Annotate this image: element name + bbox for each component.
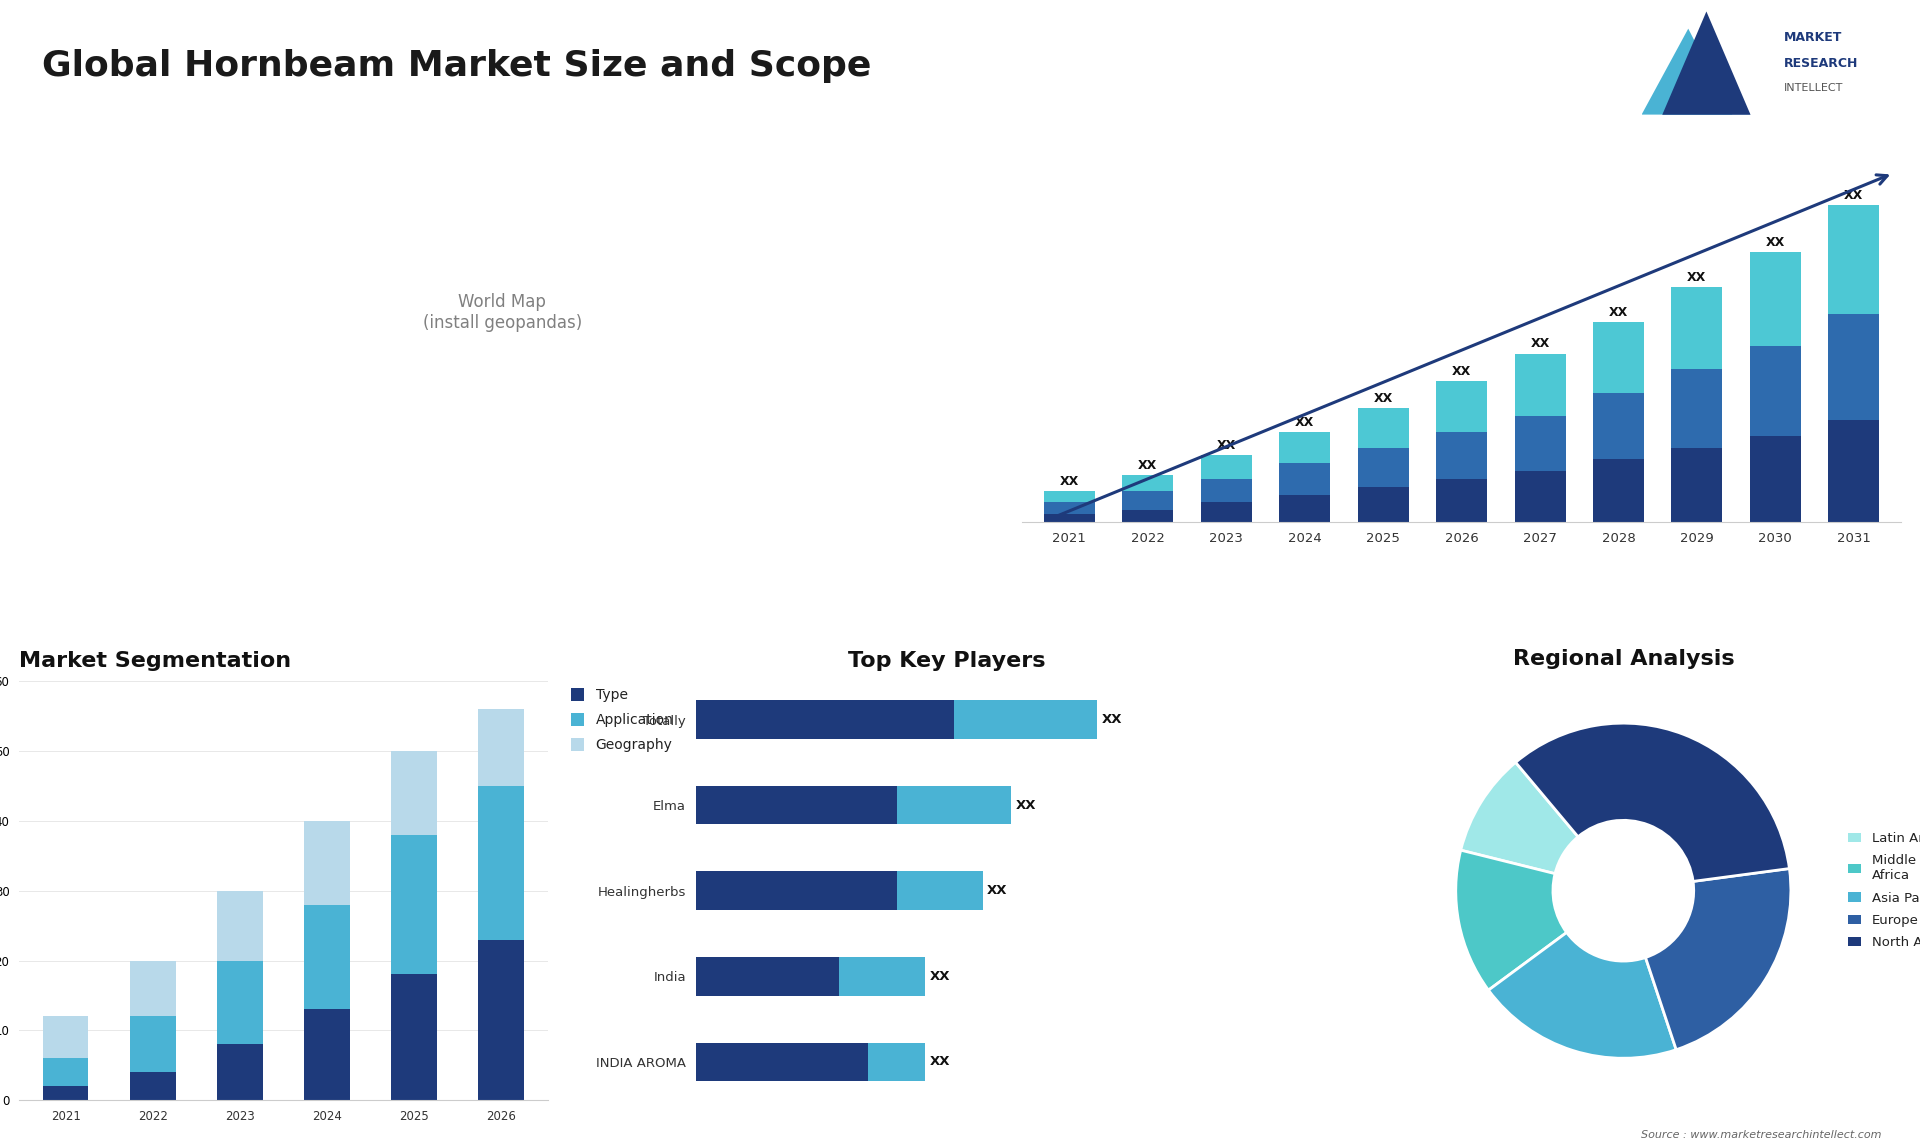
Bar bbox=[1123, 510, 1173, 523]
Bar bbox=[392, 834, 436, 974]
Text: XX: XX bbox=[1452, 364, 1471, 378]
Text: XX: XX bbox=[1688, 270, 1707, 284]
Text: XX: XX bbox=[1373, 392, 1392, 406]
Bar bbox=[695, 700, 954, 739]
Bar bbox=[1828, 205, 1880, 314]
Text: XX: XX bbox=[1530, 337, 1549, 351]
Bar bbox=[478, 786, 524, 940]
Bar bbox=[1594, 322, 1644, 393]
Bar bbox=[1594, 393, 1644, 460]
Bar bbox=[478, 709, 524, 786]
Text: XX: XX bbox=[1102, 713, 1121, 727]
Bar bbox=[695, 1043, 868, 1081]
Bar bbox=[1044, 490, 1094, 502]
Bar bbox=[695, 957, 839, 996]
Title: Top Key Players: Top Key Players bbox=[849, 651, 1046, 672]
Bar bbox=[217, 960, 263, 1044]
Text: RESEARCH: RESEARCH bbox=[1784, 56, 1859, 70]
Bar bbox=[1828, 421, 1880, 523]
Wedge shape bbox=[1645, 869, 1791, 1050]
Bar bbox=[217, 890, 263, 960]
Bar bbox=[1279, 432, 1331, 463]
Bar bbox=[1279, 495, 1331, 523]
Bar bbox=[44, 1058, 88, 1086]
Text: XX: XX bbox=[1016, 799, 1037, 811]
Bar bbox=[131, 1017, 175, 1073]
Bar bbox=[305, 1010, 349, 1100]
Bar bbox=[478, 940, 524, 1100]
Bar bbox=[1828, 314, 1880, 421]
Bar bbox=[392, 751, 436, 834]
Bar bbox=[1436, 432, 1488, 479]
Bar bbox=[1123, 490, 1173, 510]
Bar bbox=[305, 904, 349, 1010]
Bar bbox=[392, 974, 436, 1100]
Bar bbox=[1436, 380, 1488, 432]
Text: XX: XX bbox=[1139, 458, 1158, 472]
Bar bbox=[1515, 471, 1565, 523]
Text: Market Segmentation: Market Segmentation bbox=[19, 651, 292, 672]
Polygon shape bbox=[1663, 11, 1751, 115]
Legend: Type, Application, Geography: Type, Application, Geography bbox=[570, 689, 674, 753]
Bar bbox=[1436, 479, 1488, 523]
Bar bbox=[1749, 252, 1801, 346]
Bar bbox=[954, 700, 1098, 739]
Bar bbox=[217, 1044, 263, 1100]
Bar bbox=[1749, 435, 1801, 523]
Text: XX: XX bbox=[1843, 189, 1864, 202]
Bar bbox=[868, 1043, 925, 1081]
Text: Source : www.marketresearchintellect.com: Source : www.marketresearchintellect.com bbox=[1642, 1130, 1882, 1140]
Bar bbox=[1200, 502, 1252, 523]
Bar bbox=[1279, 463, 1331, 495]
Bar bbox=[1672, 369, 1722, 448]
Bar bbox=[897, 786, 1012, 824]
Polygon shape bbox=[1663, 57, 1751, 115]
Wedge shape bbox=[1455, 850, 1567, 990]
Text: XX: XX bbox=[929, 1055, 950, 1068]
Bar bbox=[1357, 448, 1409, 487]
Bar bbox=[1672, 286, 1722, 369]
Bar bbox=[695, 786, 897, 824]
Text: INTELLECT: INTELLECT bbox=[1784, 84, 1843, 93]
Text: XX: XX bbox=[1217, 439, 1236, 453]
Bar bbox=[1357, 408, 1409, 448]
Bar bbox=[1044, 515, 1094, 523]
Bar bbox=[131, 960, 175, 1017]
Bar bbox=[1672, 448, 1722, 523]
Bar bbox=[1515, 416, 1565, 471]
Legend: Latin America, Middle East &
Africa, Asia Pacific, Europe, North America: Latin America, Middle East & Africa, Asi… bbox=[1847, 832, 1920, 949]
Wedge shape bbox=[1488, 933, 1676, 1058]
Bar bbox=[1200, 479, 1252, 502]
Text: XX: XX bbox=[1296, 416, 1315, 429]
Bar bbox=[1515, 354, 1565, 416]
Bar bbox=[1594, 460, 1644, 523]
Title: Regional Analysis: Regional Analysis bbox=[1513, 649, 1734, 668]
Text: XX: XX bbox=[929, 970, 950, 983]
Bar bbox=[1200, 455, 1252, 479]
Bar bbox=[897, 871, 983, 910]
Polygon shape bbox=[1642, 29, 1732, 115]
Bar bbox=[44, 1017, 88, 1058]
Text: XX: XX bbox=[1609, 306, 1628, 319]
Bar bbox=[1357, 487, 1409, 523]
Text: XX: XX bbox=[1766, 236, 1786, 249]
Wedge shape bbox=[1515, 723, 1789, 881]
Bar bbox=[1123, 476, 1173, 490]
Text: XX: XX bbox=[1060, 474, 1079, 487]
Text: World Map
(install geopandas): World Map (install geopandas) bbox=[422, 293, 582, 332]
Bar bbox=[305, 821, 349, 904]
Bar bbox=[1749, 346, 1801, 435]
Text: MARKET: MARKET bbox=[1784, 31, 1843, 45]
Text: Global Hornbeam Market Size and Scope: Global Hornbeam Market Size and Scope bbox=[42, 49, 872, 84]
Bar bbox=[1044, 502, 1094, 515]
Bar bbox=[839, 957, 925, 996]
Bar bbox=[695, 871, 897, 910]
Text: XX: XX bbox=[987, 885, 1008, 897]
Wedge shape bbox=[1461, 762, 1578, 873]
Bar bbox=[44, 1086, 88, 1100]
Bar bbox=[131, 1073, 175, 1100]
